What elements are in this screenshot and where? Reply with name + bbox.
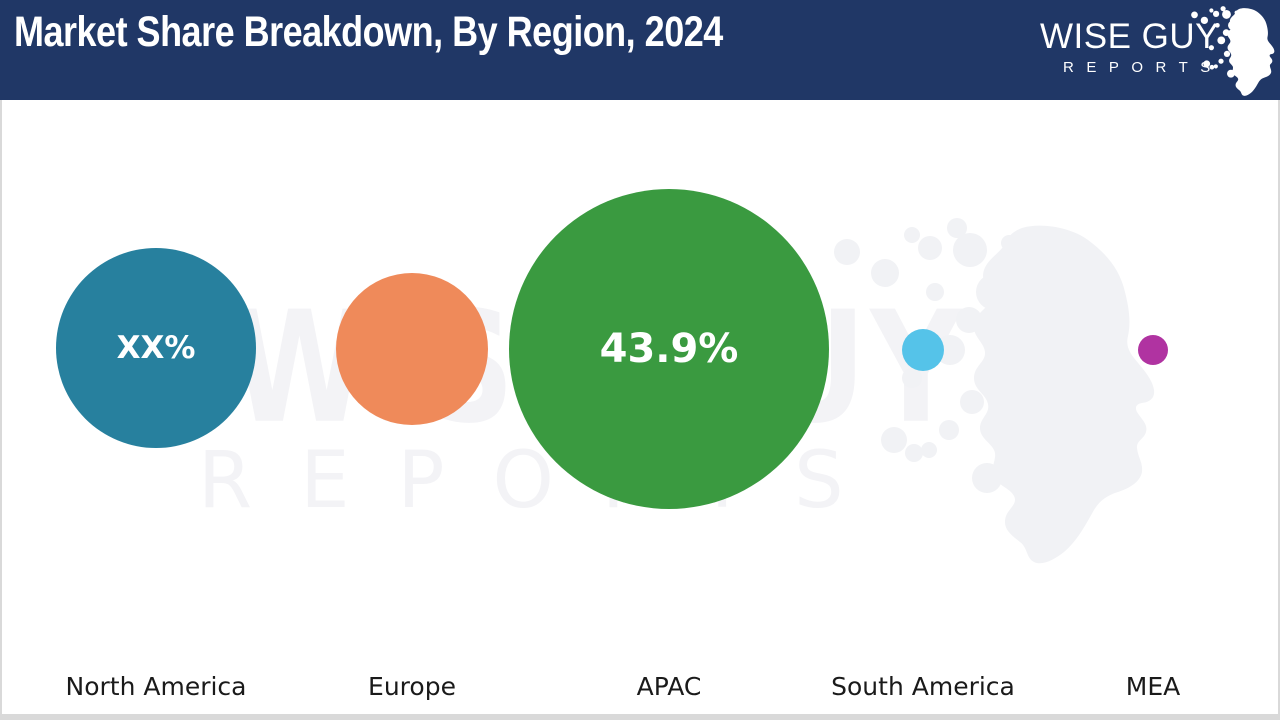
bubble-value-north-america: XX% [116, 330, 196, 366]
category-label-north-america: North America [65, 672, 247, 701]
bubble-europe [336, 273, 488, 425]
category-label-apac: APAC [636, 672, 702, 701]
bubble-apac: 43.9% [509, 189, 829, 509]
category-label-europe: Europe [368, 672, 456, 701]
brand-head-icon [1191, 6, 1275, 96]
bubble-value-apac: 43.9% [599, 326, 739, 372]
header-bar: Market Share Breakdown, By Region, 2024 … [0, 0, 1280, 100]
bubbles-layer: XX% 43.9% [2, 100, 1278, 714]
brand-logo: WISE GUY REPORTS [1040, 17, 1223, 77]
bubble-north-america: XX% [56, 248, 256, 448]
category-label-south-america: South America [831, 672, 1015, 701]
category-label-mea: MEA [1125, 672, 1181, 701]
chart-area: WISE GUY REPORTS XX%43.9% North AmericaE… [0, 100, 1280, 720]
category-labels: North America Europe APAC South America MEA [2, 100, 1278, 714]
brand-logo-name: WISE GUY [1040, 17, 1220, 56]
brand-logo-tagline: REPORTS [1063, 59, 1223, 76]
page-title: Market Share Breakdown, By Region, 2024 [14, 7, 723, 56]
